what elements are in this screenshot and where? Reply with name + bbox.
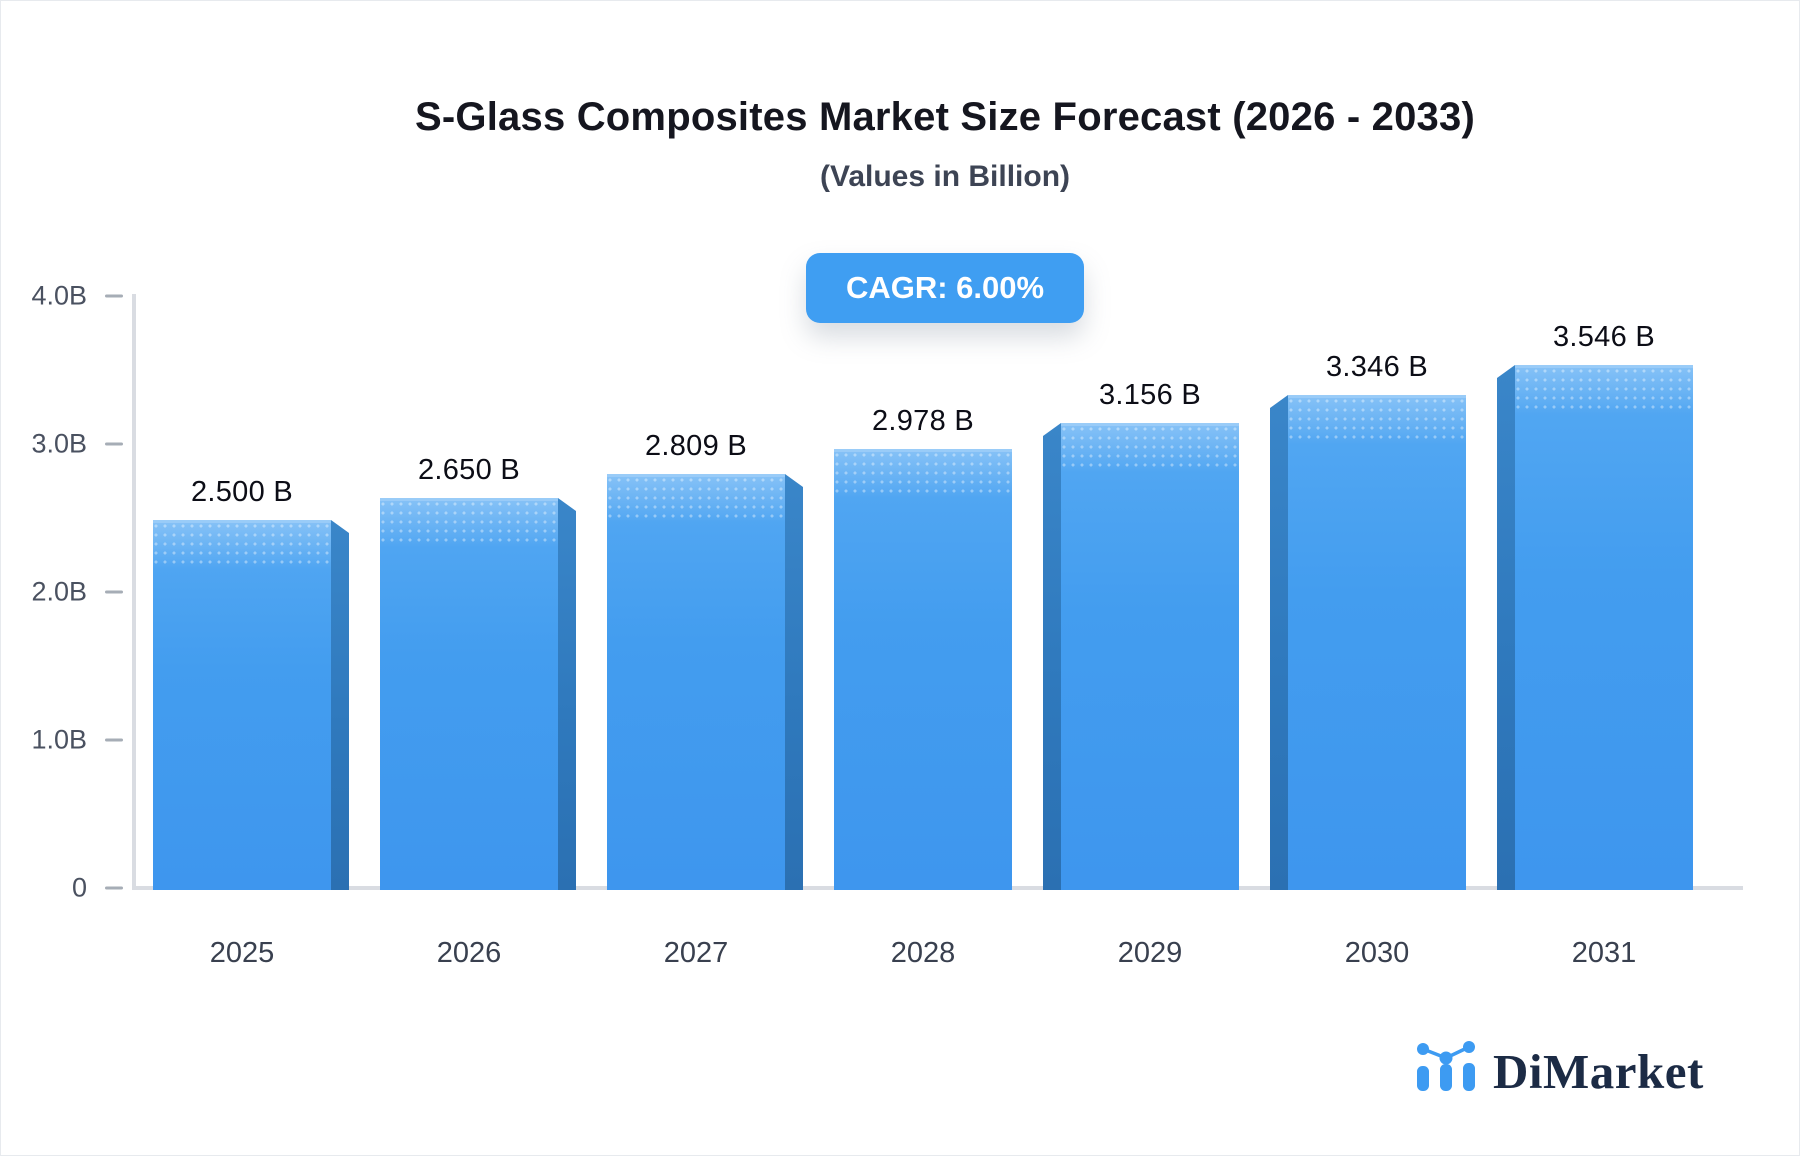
y-axis-tick [105,886,123,890]
bar-side-face-2026 [558,498,576,890]
bar-2027[interactable] [607,474,785,890]
bar-2030[interactable] [1288,395,1466,890]
x-axis-label-2028: 2028 [890,937,956,969]
bar-value-label-2028: 2.978 B [871,405,975,437]
logo-wordmark: DiMarket [1493,1044,1704,1099]
bar-2026[interactable] [380,498,558,890]
bar-side-face-2030 [1270,395,1288,890]
x-axis-label-2026: 2026 [436,937,502,969]
bar-2025[interactable] [153,520,331,890]
y-axis-line [132,294,136,890]
bar-value-label-2027: 2.809 B [644,430,748,462]
bar-side-face-2027 [785,474,803,890]
x-axis-label-2030: 2030 [1344,937,1410,969]
bar-line-chart-icon [1415,1039,1477,1096]
y-axis-tick [105,590,123,594]
bar-top-highlight [1515,365,1693,414]
x-axis-label-2027: 2027 [663,937,729,969]
cagr-badge-row: CAGR: 6.00% [91,253,1799,323]
bar-2029[interactable] [1061,423,1239,890]
y-axis-label: 0 [71,872,87,903]
chart-header: S-Glass Composites Market Size Forecast … [91,95,1799,194]
bar-top-highlight [834,449,1012,498]
bar-top-highlight [1061,423,1239,472]
x-axis-label-2029: 2029 [1117,937,1183,969]
bar-side-face-2031 [1497,365,1515,890]
bar-top-highlight [380,498,558,547]
cagr-badge: CAGR: 6.00% [805,253,1085,323]
dimarket-logo[interactable]: DiMarket [1415,1039,1704,1096]
bar-value-label-2029: 3.156 B [1098,379,1202,411]
y-axis-label: 2.0B [31,576,87,607]
bar-2028[interactable] [834,449,1012,890]
x-axis-label-2031: 2031 [1571,937,1637,969]
bar-side-face-2025 [331,520,349,890]
bar-2031[interactable] [1515,365,1693,890]
bar-value-label-2026: 2.650 B [417,454,521,486]
y-axis-tick [105,442,123,446]
bar-value-label-2030: 3.346 B [1325,351,1429,383]
bar-top-highlight [607,474,785,523]
bar-value-label-2025: 2.500 B [190,476,294,508]
y-axis-label: 3.0B [31,428,87,459]
bar-side-face-2029 [1043,423,1061,890]
bar-top-highlight [153,520,331,569]
bar-value-label-2031: 3.546 B [1552,321,1656,353]
y-axis-label: 4.0B [31,280,87,311]
bar-top-highlight [1288,395,1466,444]
chart-title: S-Glass Composites Market Size Forecast … [415,95,1475,139]
y-axis-tick [105,294,123,298]
x-axis-label-2025: 2025 [209,937,275,969]
chart-subtitle: (Values in Billion) [819,160,1071,193]
y-axis-tick [105,738,123,742]
y-axis-label: 1.0B [31,724,87,755]
